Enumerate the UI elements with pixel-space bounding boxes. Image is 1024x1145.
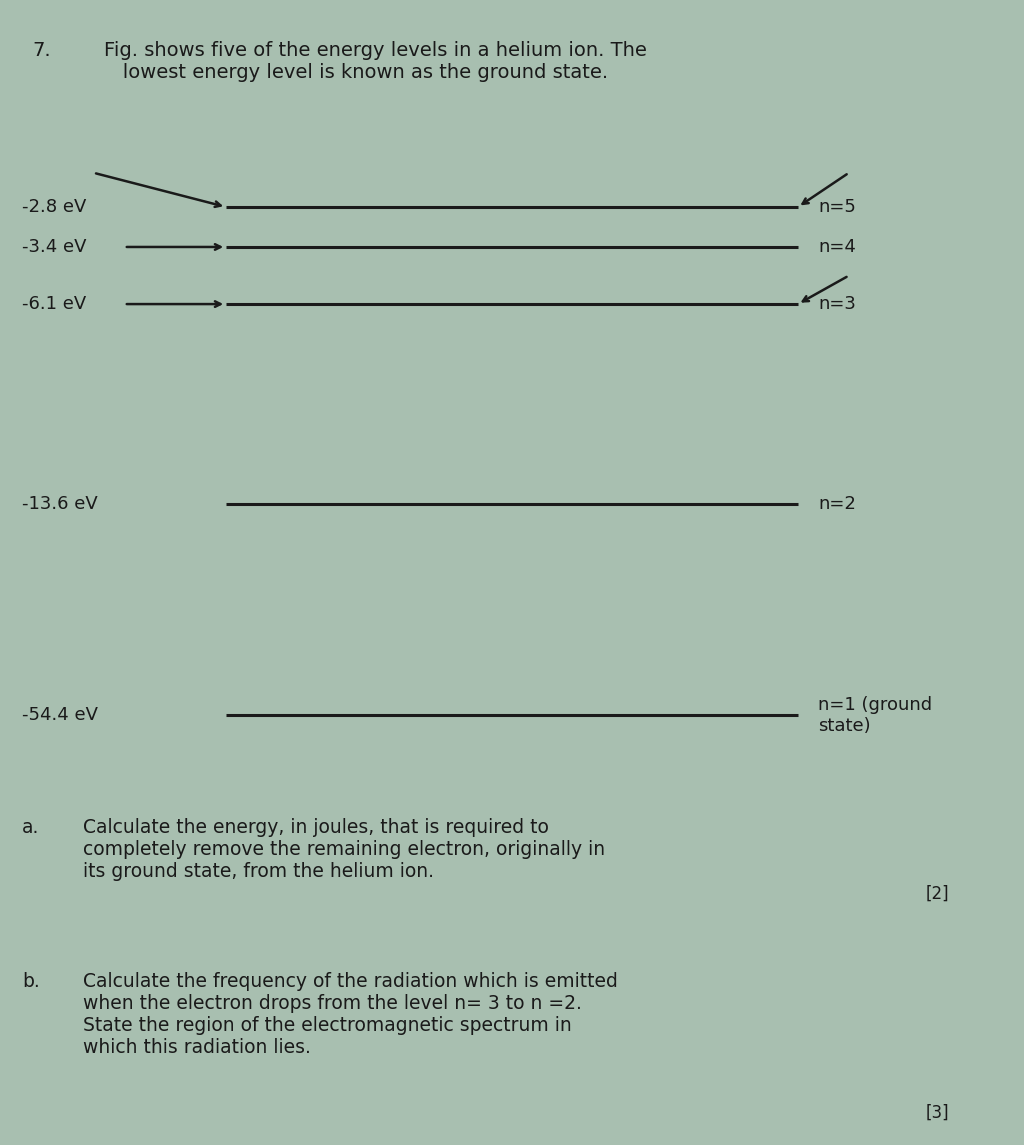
Text: -13.6 eV: -13.6 eV <box>22 495 97 513</box>
Text: -6.1 eV: -6.1 eV <box>22 295 86 313</box>
Text: n=4: n=4 <box>818 238 856 256</box>
Text: n=5: n=5 <box>818 198 856 216</box>
Text: -3.4 eV: -3.4 eV <box>22 238 86 256</box>
Text: b.: b. <box>22 972 40 992</box>
Text: n=1 (ground
state): n=1 (ground state) <box>818 696 933 735</box>
Text: 7.: 7. <box>32 41 50 61</box>
Text: n=3: n=3 <box>818 295 856 313</box>
Text: -54.4 eV: -54.4 eV <box>22 706 98 725</box>
Text: [2]: [2] <box>926 884 949 902</box>
Text: [3]: [3] <box>926 1104 949 1122</box>
Text: Calculate the energy, in joules, that is required to
completely remove the remai: Calculate the energy, in joules, that is… <box>83 818 605 882</box>
Text: -2.8 eV: -2.8 eV <box>22 198 86 216</box>
Text: n=2: n=2 <box>818 495 856 513</box>
Text: Fig. shows five of the energy levels in a helium ion. The
   lowest energy level: Fig. shows five of the energy levels in … <box>103 41 646 82</box>
Text: a.: a. <box>22 818 39 837</box>
Text: Calculate the frequency of the radiation which is emitted
when the electron drop: Calculate the frequency of the radiation… <box>83 972 617 1057</box>
